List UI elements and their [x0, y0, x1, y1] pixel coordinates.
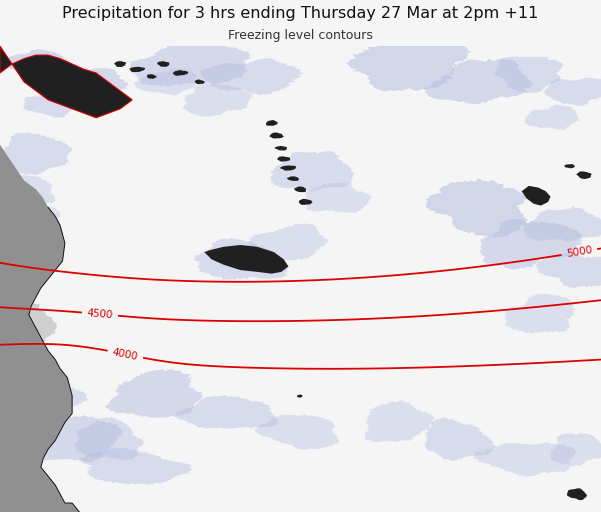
Polygon shape — [564, 164, 575, 168]
Polygon shape — [304, 182, 372, 213]
Polygon shape — [424, 58, 534, 104]
Polygon shape — [0, 203, 41, 268]
Polygon shape — [114, 61, 126, 67]
Polygon shape — [426, 179, 528, 238]
Polygon shape — [299, 199, 313, 205]
Polygon shape — [195, 79, 205, 84]
Polygon shape — [248, 223, 329, 261]
Polygon shape — [266, 120, 278, 126]
Polygon shape — [105, 369, 203, 418]
Polygon shape — [424, 418, 496, 461]
Polygon shape — [4, 133, 73, 175]
Polygon shape — [277, 156, 290, 162]
Polygon shape — [0, 175, 55, 204]
Polygon shape — [0, 46, 132, 118]
Polygon shape — [147, 74, 157, 79]
Text: Freezing level contours: Freezing level contours — [228, 30, 373, 42]
Polygon shape — [522, 186, 551, 205]
Polygon shape — [523, 104, 580, 130]
Polygon shape — [32, 64, 129, 101]
Polygon shape — [480, 219, 583, 269]
Polygon shape — [287, 176, 299, 181]
Polygon shape — [7, 49, 71, 79]
Polygon shape — [174, 395, 279, 429]
Polygon shape — [270, 151, 354, 192]
Polygon shape — [133, 68, 198, 96]
Polygon shape — [129, 67, 145, 72]
Polygon shape — [0, 286, 57, 360]
Polygon shape — [200, 58, 303, 95]
Polygon shape — [473, 442, 578, 478]
Polygon shape — [157, 61, 169, 67]
Polygon shape — [543, 78, 601, 106]
Polygon shape — [17, 415, 123, 462]
Polygon shape — [0, 46, 79, 512]
Text: 5000: 5000 — [566, 245, 593, 259]
Polygon shape — [0, 385, 53, 447]
Polygon shape — [204, 245, 288, 273]
Polygon shape — [10, 378, 88, 412]
Polygon shape — [365, 400, 435, 442]
Polygon shape — [183, 83, 253, 117]
Polygon shape — [280, 165, 296, 170]
Polygon shape — [504, 294, 575, 334]
Polygon shape — [194, 238, 288, 280]
Polygon shape — [172, 70, 188, 76]
Polygon shape — [535, 253, 601, 288]
Polygon shape — [13, 202, 61, 231]
Polygon shape — [22, 93, 74, 118]
Polygon shape — [493, 56, 564, 93]
Polygon shape — [73, 417, 144, 460]
Polygon shape — [550, 433, 601, 466]
Polygon shape — [275, 146, 287, 151]
Text: Precipitation for 3 hrs ending Thursday 27 Mar at 2pm +11: Precipitation for 3 hrs ending Thursday … — [63, 6, 538, 22]
Polygon shape — [523, 206, 601, 242]
Polygon shape — [269, 133, 284, 138]
Polygon shape — [255, 414, 339, 450]
Text: 4000: 4000 — [112, 347, 139, 361]
Polygon shape — [129, 37, 251, 87]
Polygon shape — [297, 395, 302, 398]
Polygon shape — [294, 186, 306, 192]
Text: 4500: 4500 — [87, 308, 114, 320]
Polygon shape — [576, 172, 591, 179]
Polygon shape — [346, 38, 472, 91]
Polygon shape — [79, 448, 194, 485]
Polygon shape — [567, 488, 587, 500]
